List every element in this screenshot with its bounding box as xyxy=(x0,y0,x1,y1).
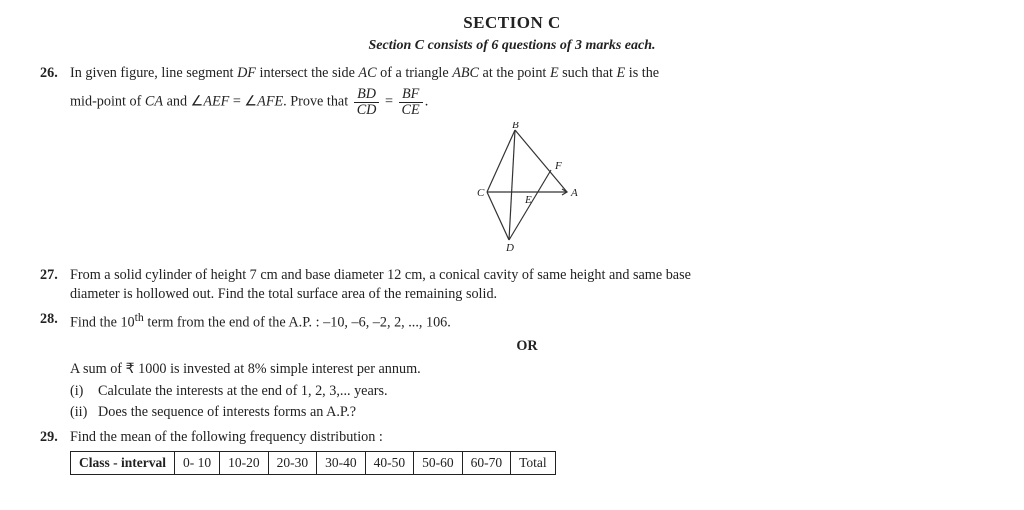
frac-num: BD xyxy=(354,87,380,103)
question-27: 27. From a solid cylinder of height 7 cm… xyxy=(40,266,984,304)
var-AEF: AEF xyxy=(203,94,229,110)
text: . Prove that xyxy=(283,94,352,110)
table-cell: 30-40 xyxy=(317,452,366,475)
q26-line2: mid-point of CA and ∠AEF = ∠AFE. Prove t… xyxy=(70,87,984,118)
var-CA: CA xyxy=(145,94,163,110)
or-separator: OR xyxy=(70,337,984,356)
sub-text-ii: Does the sequence of interests forms an … xyxy=(98,403,356,422)
text: Find the 10 xyxy=(70,315,135,331)
svg-text:B: B xyxy=(512,122,519,131)
svg-text:D: D xyxy=(505,242,514,252)
sub-label-ii: (ii) xyxy=(70,403,98,422)
q29-body: Find the mean of the following frequency… xyxy=(70,428,984,475)
table-cell: 10-20 xyxy=(220,452,269,475)
text: such that xyxy=(559,65,617,81)
question-29: 29. Find the mean of the following frequ… xyxy=(40,428,984,475)
fraction-BD-CD: BD CD xyxy=(354,87,380,118)
var-DF: DF xyxy=(237,65,256,81)
text: term from the end of the A.P. : –10, –6,… xyxy=(144,315,451,331)
section-title: SECTION C xyxy=(40,12,984,35)
text: at the point xyxy=(479,65,550,81)
q27-line2: diameter is hollowed out. Find the total… xyxy=(70,285,984,304)
section-subtitle: Section C consists of 6 questions of 3 m… xyxy=(40,37,984,56)
table-cell: 0- 10 xyxy=(175,452,220,475)
text: intersect the side xyxy=(256,65,358,81)
fraction-BF-CE: BF CE xyxy=(399,87,423,118)
q29-text: Find the mean of the following frequency… xyxy=(70,428,984,447)
var-AC: AC xyxy=(358,65,376,81)
q28-sub-i: (i) Calculate the interests at the end o… xyxy=(70,382,984,401)
q28-body: Find the 10th term from the end of the A… xyxy=(70,310,984,422)
frac-den: CE xyxy=(399,103,423,118)
q28-number: 28. xyxy=(40,310,70,422)
q26-figure: B F C E A D xyxy=(70,122,984,258)
text: = ∠ xyxy=(229,94,257,110)
text: is the xyxy=(625,65,659,81)
var-E: E xyxy=(550,65,559,81)
question-26: 26. In given figure, line segment DF int… xyxy=(40,64,984,260)
text: of a triangle xyxy=(377,65,453,81)
frac-num: BF xyxy=(399,87,423,103)
text: . xyxy=(425,94,429,110)
table-cell: 40-50 xyxy=(365,452,414,475)
var-AFE: AFE xyxy=(257,94,283,110)
q26-line1: In given figure, line segment DF interse… xyxy=(70,64,984,83)
q27-line1: From a solid cylinder of height 7 cm and… xyxy=(70,266,984,285)
triangle-figure: B F C E A D xyxy=(457,122,597,252)
text: and ∠ xyxy=(163,94,203,110)
svg-text:A: A xyxy=(570,187,578,199)
q26-number: 26. xyxy=(40,64,70,260)
table-cell: 20-30 xyxy=(268,452,317,475)
svg-text:E: E xyxy=(524,194,532,206)
sub-label-i: (i) xyxy=(70,382,98,401)
table-cell: Total xyxy=(511,452,556,475)
q28-line1: Find the 10th term from the end of the A… xyxy=(70,310,984,333)
svg-text:F: F xyxy=(554,160,562,172)
sub-text-i: Calculate the interests at the end of 1,… xyxy=(98,382,388,401)
frac-den: CD xyxy=(354,103,380,118)
table-header: Class - interval xyxy=(71,452,175,475)
q27-body: From a solid cylinder of height 7 cm and… xyxy=(70,266,984,304)
question-28: 28. Find the 10th term from the end of t… xyxy=(40,310,984,422)
table-row: Class - interval 0- 1010-2020-3030-4040-… xyxy=(71,452,556,475)
var-E2: E xyxy=(617,65,626,81)
text: mid-point of xyxy=(70,94,145,110)
equals: = xyxy=(385,94,397,110)
superscript-th: th xyxy=(135,310,144,324)
frequency-table: Class - interval 0- 1010-2020-3030-4040-… xyxy=(70,451,556,475)
svg-text:C: C xyxy=(477,187,485,199)
q28-alt-intro: A sum of ₹ 1000 is invested at 8% simple… xyxy=(70,360,984,379)
q27-number: 27. xyxy=(40,266,70,304)
table-cell: 60-70 xyxy=(462,452,511,475)
table-cell: 50-60 xyxy=(414,452,463,475)
q28-sub-ii: (ii) Does the sequence of interests form… xyxy=(70,403,984,422)
var-ABC: ABC xyxy=(452,65,479,81)
q26-body: In given figure, line segment DF interse… xyxy=(70,64,984,260)
q29-number: 29. xyxy=(40,428,70,475)
text: In given figure, line segment xyxy=(70,65,237,81)
